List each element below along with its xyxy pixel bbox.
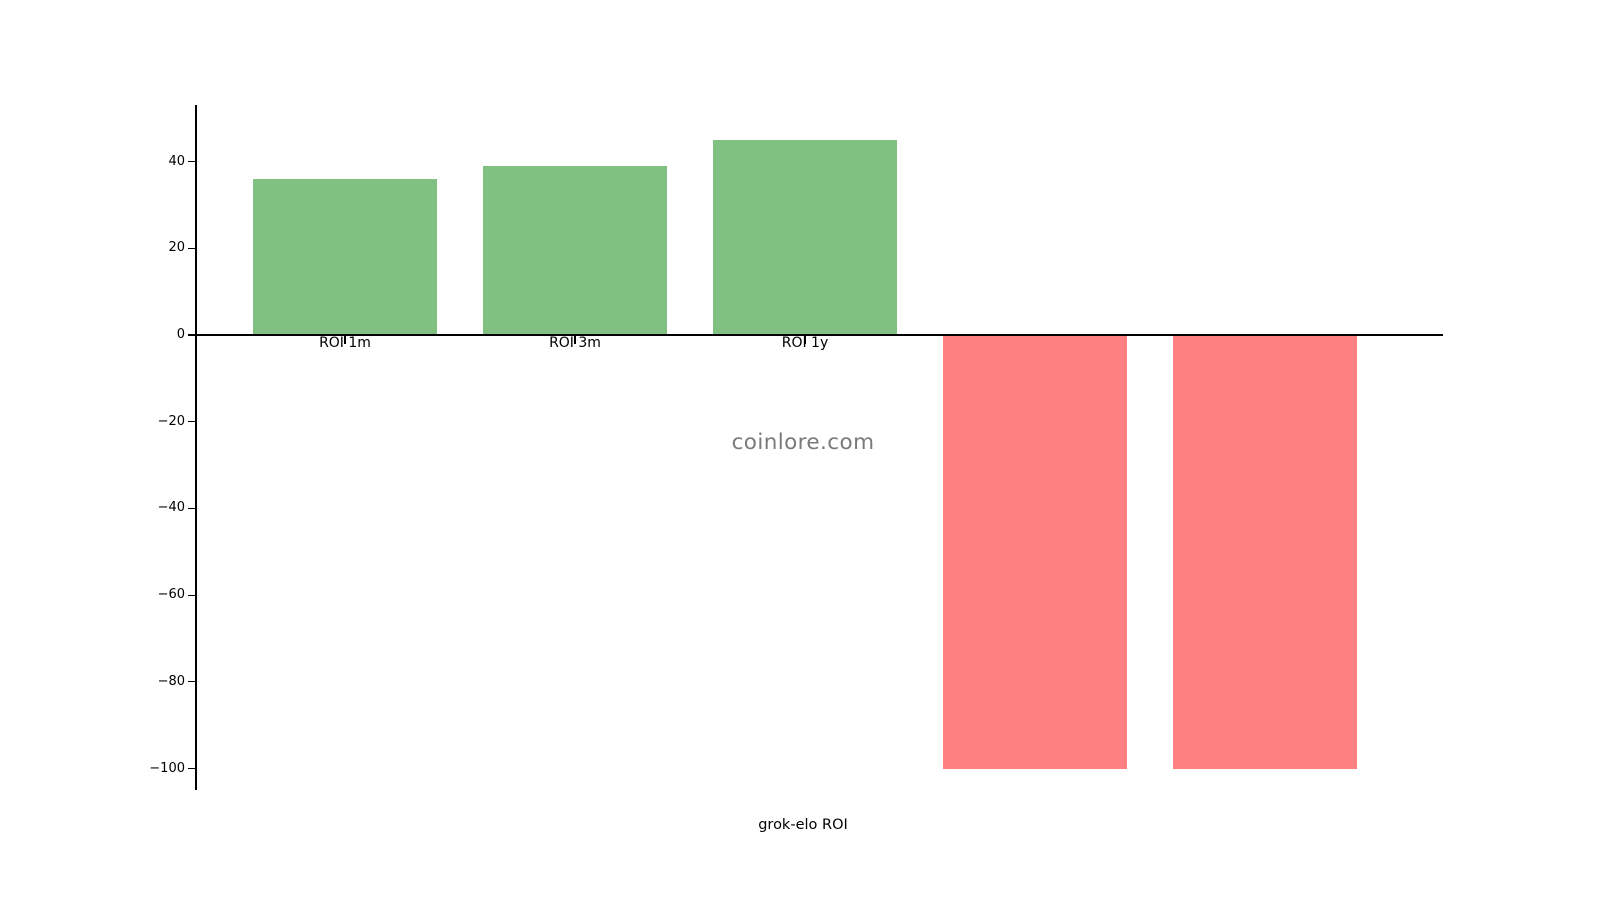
y-tick-mark: [188, 681, 196, 683]
chart-xlabel: grok-elo ROI: [758, 817, 848, 833]
y-tick-label: −100: [149, 760, 185, 776]
y-tick-mark: [188, 507, 196, 509]
zero-baseline: [196, 334, 1443, 336]
y-tick-label: 40: [168, 153, 185, 169]
y-tick-mark: [188, 247, 196, 249]
x-tick-mark: [804, 335, 806, 344]
watermark: coinlore.com: [731, 430, 875, 455]
y-tick-label: −80: [157, 673, 185, 689]
y-tick-mark: [188, 767, 196, 770]
y-tick-label: −60: [157, 587, 185, 603]
y-tick-label: −40: [157, 500, 185, 516]
y-tick-mark: [188, 160, 196, 163]
x-tick-mark: [344, 335, 346, 344]
y-tick-label: 0: [176, 327, 185, 342]
y-axis-spine: [195, 105, 197, 790]
y-tick-mark: [188, 334, 196, 336]
bar-roi-1y: [713, 139, 897, 335]
bar-roi-3m: [483, 165, 667, 335]
bar-unlabeled-4: [1173, 335, 1357, 769]
y-tick-mark: [188, 594, 196, 596]
y-tick-label: −20: [157, 413, 185, 429]
y-tick-mark: [188, 421, 196, 423]
bar-unlabeled-3: [943, 335, 1127, 769]
x-tick-mark: [574, 335, 576, 344]
y-tick-label: 20: [168, 240, 185, 256]
bar-roi-1m: [253, 178, 437, 335]
